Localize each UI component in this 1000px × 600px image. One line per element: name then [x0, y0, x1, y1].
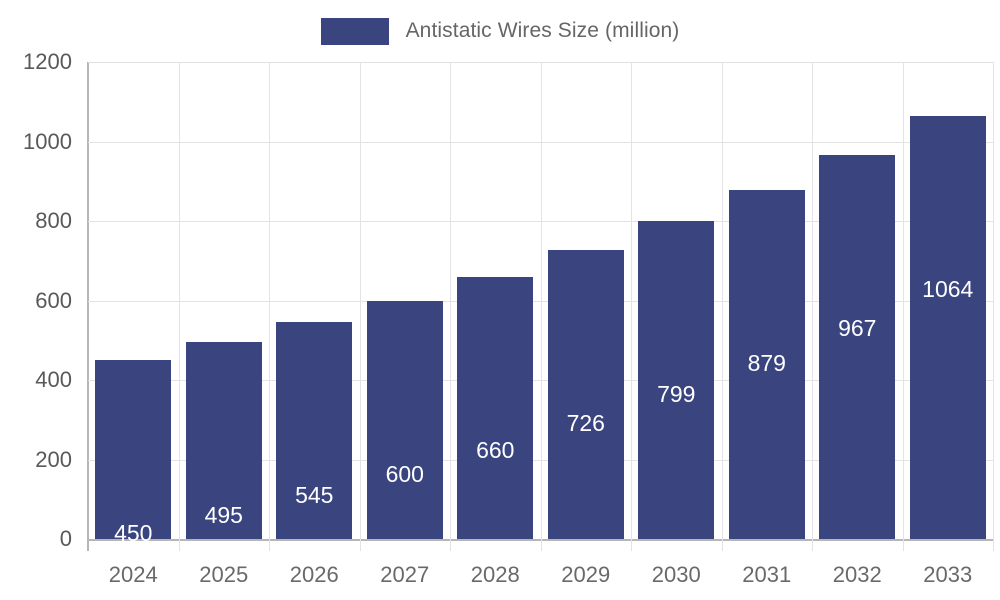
x-axis-tick-label: 2033 — [923, 562, 973, 587]
bar-value-label: 600 — [385, 460, 424, 487]
y-axis-tick-label: 1200 — [23, 49, 72, 74]
y-axis-tick-label: 800 — [35, 208, 72, 233]
gridline-horizontal — [88, 380, 993, 381]
gridline-horizontal — [88, 221, 993, 222]
gridline-vertical — [631, 62, 632, 551]
x-axis-tick-label: 2031 — [742, 562, 792, 587]
plot-area: 450 495 545 600 660 726 799 879 967 1064 — [87, 62, 994, 551]
y-axis-tick-label: 1000 — [23, 128, 72, 154]
gridline-vertical — [450, 62, 451, 551]
x-axis-tick-label: 2028 — [470, 562, 520, 587]
bar-value-label: 545 — [295, 482, 334, 509]
bar[interactable] — [819, 154, 896, 539]
bar-value-label: 1064 — [922, 276, 974, 303]
bar[interactable] — [366, 300, 443, 539]
gridline-vertical — [722, 62, 723, 551]
bar-value-label: 879 — [747, 349, 786, 376]
bar-value-label: 495 — [204, 502, 243, 529]
bar[interactable] — [276, 322, 353, 539]
y-axis-line — [87, 62, 89, 551]
bar-value-label: 660 — [476, 436, 515, 463]
x-axis-line — [87, 539, 993, 541]
y-axis-tick-label: 400 — [35, 367, 72, 392]
bar-value-label: 726 — [566, 410, 605, 437]
gridline-vertical — [903, 62, 904, 551]
bar[interactable] — [728, 189, 805, 539]
x-axis-tick-label: 2025 — [199, 562, 249, 587]
bar[interactable] — [909, 116, 986, 539]
legend-color-swatch — [320, 17, 389, 45]
gridline-horizontal — [88, 62, 993, 63]
bar[interactable] — [547, 250, 624, 539]
bar-value-label: 799 — [657, 381, 696, 408]
gridline-vertical — [541, 62, 542, 551]
gridline-vertical — [269, 62, 270, 551]
x-axis-tick-label: 2030 — [651, 562, 701, 587]
y-axis-tick-label: 600 — [35, 287, 72, 313]
bar[interactable] — [638, 221, 715, 539]
gridline-vertical — [812, 62, 813, 551]
legend-label: Antistatic Wires Size (million) — [405, 19, 680, 42]
x-axis-tick-label: 2026 — [289, 562, 339, 587]
y-axis-tick-label: 200 — [35, 446, 72, 472]
gridline-horizontal — [88, 300, 993, 302]
bar-value-label: 967 — [838, 314, 877, 341]
x-axis-tick-label: 2029 — [561, 562, 611, 587]
gridline-horizontal — [88, 459, 993, 461]
bar[interactable] — [185, 342, 262, 539]
y-axis-tick-label: 0 — [59, 526, 72, 551]
gridline-horizontal — [88, 141, 993, 143]
bar[interactable] — [457, 276, 534, 539]
bar[interactable] — [95, 360, 172, 539]
x-axis-tick-label: 2032 — [832, 562, 882, 587]
bar-value-label: 450 — [114, 520, 153, 547]
chart-legend: Antistatic Wires Size (million) — [0, 10, 1000, 52]
x-axis-tick-label: 2027 — [380, 562, 430, 587]
gridline-vertical — [179, 62, 180, 551]
gridline-vertical — [360, 62, 361, 551]
gridline-vertical — [993, 62, 994, 551]
x-axis-tick-label: 2024 — [108, 562, 158, 587]
